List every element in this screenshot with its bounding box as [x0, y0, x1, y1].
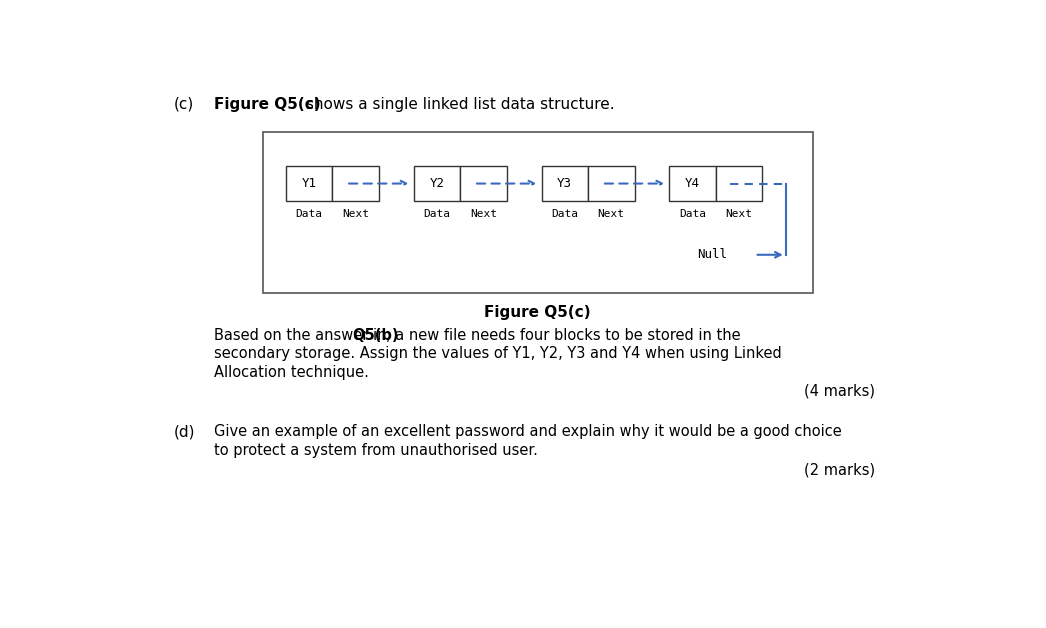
Text: Y2: Y2 — [429, 177, 445, 190]
Text: , a new file needs four blocks to be stored in the: , a new file needs four blocks to be sto… — [387, 328, 742, 343]
Text: Y4: Y4 — [685, 177, 700, 190]
Bar — [286, 166, 333, 201]
Text: secondary storage. Assign the values of Y1, Y2, Y3 and Y4 when using Linked: secondary storage. Assign the values of … — [214, 347, 782, 361]
Text: Next: Next — [597, 208, 624, 219]
Text: Y1: Y1 — [301, 177, 317, 190]
Bar — [263, 132, 813, 293]
Bar — [460, 166, 506, 201]
Text: Next: Next — [470, 208, 497, 219]
Text: (c): (c) — [174, 97, 194, 112]
Text: Allocation technique.: Allocation technique. — [214, 365, 369, 380]
Text: shows a single linked list data structure.: shows a single linked list data structur… — [301, 97, 615, 112]
Text: Next: Next — [726, 208, 753, 219]
Text: Figure Q5(c): Figure Q5(c) — [484, 305, 591, 320]
Text: Y3: Y3 — [558, 177, 572, 190]
Bar — [669, 166, 715, 201]
Text: Null: Null — [698, 248, 728, 261]
Text: Data: Data — [679, 208, 706, 219]
Text: Data: Data — [424, 208, 451, 219]
Bar — [333, 166, 379, 201]
Text: (4 marks): (4 marks) — [803, 383, 874, 398]
Text: Give an example of an excellent password and explain why it would be a good choi: Give an example of an excellent password… — [214, 424, 842, 439]
Text: (2 marks): (2 marks) — [803, 463, 874, 478]
Text: Figure Q5(c): Figure Q5(c) — [214, 97, 321, 112]
Text: Based on the answer in: Based on the answer in — [214, 328, 391, 343]
Text: (d): (d) — [174, 424, 195, 439]
Text: Data: Data — [551, 208, 578, 219]
Bar — [542, 166, 588, 201]
Text: Data: Data — [296, 208, 322, 219]
Text: Q5(b): Q5(b) — [353, 328, 399, 343]
Text: to protect a system from unauthorised user.: to protect a system from unauthorised us… — [214, 443, 539, 458]
Bar — [413, 166, 460, 201]
Bar — [715, 166, 763, 201]
Bar — [588, 166, 635, 201]
Text: Next: Next — [342, 208, 369, 219]
